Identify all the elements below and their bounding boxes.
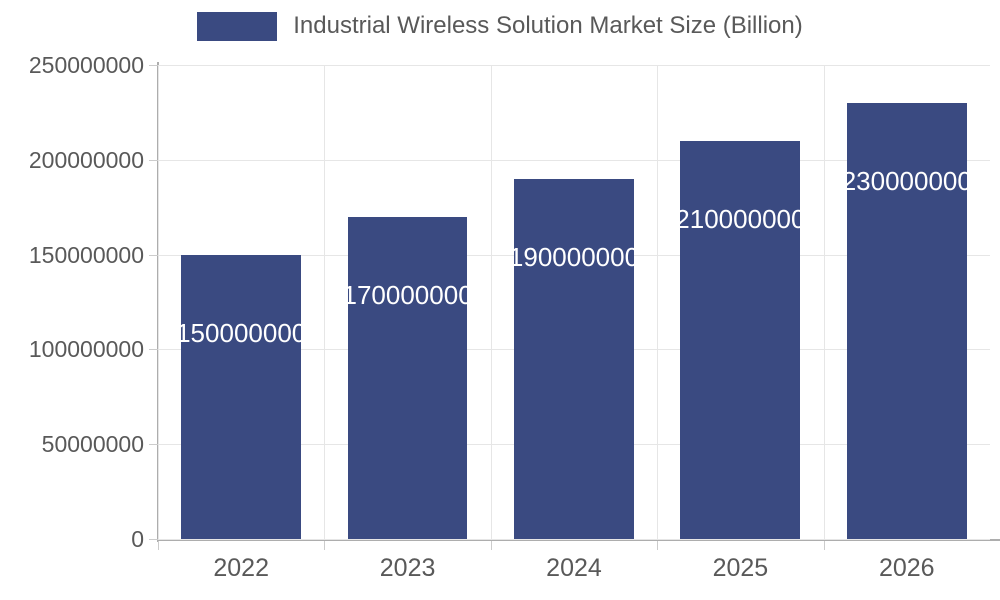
y-tick-mark — [149, 254, 158, 256]
bar-slot: 210000000 — [680, 65, 801, 539]
x-tick-label: 2025 — [712, 554, 769, 582]
y-tick-mark — [149, 159, 158, 161]
bar-2025[interactable]: 210000000 — [680, 140, 801, 539]
bar-value-label: 230000000 — [846, 165, 967, 196]
horizontal-gridline — [158, 539, 990, 540]
bar-2023[interactable]: 170000000 — [347, 216, 468, 539]
legend-item-market-size[interactable]: Industrial Wireless Solution Market Size… — [197, 11, 803, 41]
vertical-gridline — [158, 65, 159, 539]
bar-slot: 150000000 — [181, 65, 302, 539]
x-tick-mark — [324, 541, 325, 550]
bar-slot: 190000000 — [514, 65, 634, 539]
x-tick-mark — [657, 541, 658, 550]
legend-item-label: Industrial Wireless Solution Market Size… — [293, 12, 803, 39]
x-tick-label: 2024 — [546, 554, 602, 582]
x-tick-mark — [491, 541, 492, 550]
bar-value-label: 150000000 — [181, 317, 302, 348]
chart-legend: Industrial Wireless Solution Market Size… — [0, 0, 1000, 52]
x-axis-line — [158, 539, 1000, 541]
y-tick-mark — [149, 444, 158, 446]
bar-slot: 230000000 — [846, 65, 967, 539]
y-tick-mark — [149, 65, 158, 66]
legend-color-swatch — [197, 11, 278, 41]
bar-2026[interactable]: 230000000 — [846, 102, 967, 539]
x-tick-label: 2022 — [213, 554, 269, 582]
y-tick-label: 200000000 — [28, 146, 144, 173]
bar-value-label: 190000000 — [514, 241, 634, 272]
y-tick-label: 0 — [131, 526, 144, 552]
x-tick-label: 2026 — [878, 554, 935, 582]
y-tick-label: 150000000 — [28, 241, 144, 268]
x-tick-mark — [824, 541, 825, 550]
y-tick-mark — [149, 349, 158, 351]
bar-2024[interactable]: 190000000 — [514, 178, 634, 539]
bar-value-label: 170000000 — [347, 279, 468, 310]
y-tick-label: 100000000 — [28, 336, 144, 363]
plot-area: 150000000 170000000 190000000 210000000 2300… — [149, 65, 990, 540]
bar-2022[interactable]: 150000000 — [181, 254, 302, 539]
vertical-gridline — [324, 65, 325, 539]
bar-slot: 170000000 — [347, 65, 468, 539]
horizontal-gridline — [158, 65, 990, 66]
vertical-gridline — [824, 65, 825, 539]
y-tick-label: 250000000 — [28, 52, 144, 78]
x-tick-label: 2023 — [379, 554, 436, 582]
y-tick-mark — [149, 539, 158, 540]
horizontal-gridline — [158, 159, 990, 161]
bar-value-label: 210000000 — [680, 203, 801, 234]
vertical-gridline — [491, 65, 492, 539]
x-tick-mark — [158, 541, 159, 550]
vertical-gridline — [657, 65, 658, 539]
y-tick-label: 50000000 — [41, 431, 144, 458]
